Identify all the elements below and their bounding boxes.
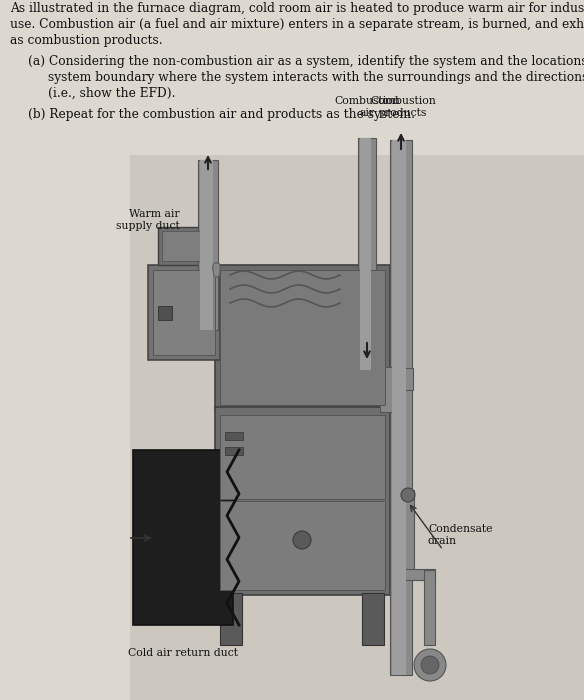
Bar — [403, 490, 414, 570]
Text: As illustrated in the furnace diagram, cold room air is heated to produce warm a: As illustrated in the furnace diagram, c… — [10, 2, 584, 15]
Bar — [390, 140, 412, 675]
Circle shape — [421, 656, 439, 674]
Bar — [158, 306, 172, 320]
Text: use. Combustion air (a fuel and air mixture) enters in a separate stream, is bur: use. Combustion air (a fuel and air mixt… — [10, 18, 584, 31]
Bar — [220, 415, 385, 499]
Text: Warm air
supply duct: Warm air supply duct — [116, 209, 180, 231]
Text: Condensate
drain: Condensate drain — [428, 524, 492, 546]
Text: (i.e., show the EFD).: (i.e., show the EFD). — [48, 87, 176, 100]
Bar — [358, 138, 376, 370]
Bar — [358, 368, 413, 390]
Bar — [130, 155, 584, 700]
Bar — [225, 447, 243, 455]
Text: Combustion
products: Combustion products — [370, 97, 436, 118]
Bar — [220, 501, 385, 590]
Circle shape — [401, 488, 415, 502]
Bar — [362, 593, 384, 645]
Bar — [153, 270, 215, 355]
Text: Cold air return duct: Cold air return duct — [128, 648, 238, 658]
Bar — [158, 227, 213, 265]
Bar — [360, 138, 371, 370]
Bar — [148, 265, 220, 360]
Bar — [220, 593, 242, 645]
Text: as combustion products.: as combustion products. — [10, 34, 162, 47]
Bar — [225, 432, 243, 440]
Bar — [392, 140, 406, 675]
Text: Combustion
air: Combustion air — [334, 97, 400, 118]
Bar — [133, 450, 233, 625]
Bar — [403, 569, 435, 580]
Circle shape — [414, 649, 446, 681]
Bar — [424, 570, 435, 645]
Bar — [162, 231, 209, 261]
Bar — [198, 160, 218, 330]
Bar — [215, 265, 390, 410]
Bar — [200, 160, 213, 330]
Bar — [220, 270, 385, 405]
Bar — [215, 407, 390, 595]
Text: system boundary where the system interacts with the surroundings and the directi: system boundary where the system interac… — [48, 71, 584, 84]
Text: (a) Considering the non-combustion air as a system, identify the system and the : (a) Considering the non-combustion air a… — [28, 55, 584, 68]
Circle shape — [293, 531, 311, 549]
Bar — [380, 367, 402, 412]
Text: (b) Repeat for the combustion air and products as the system.: (b) Repeat for the combustion air and pr… — [28, 108, 415, 121]
